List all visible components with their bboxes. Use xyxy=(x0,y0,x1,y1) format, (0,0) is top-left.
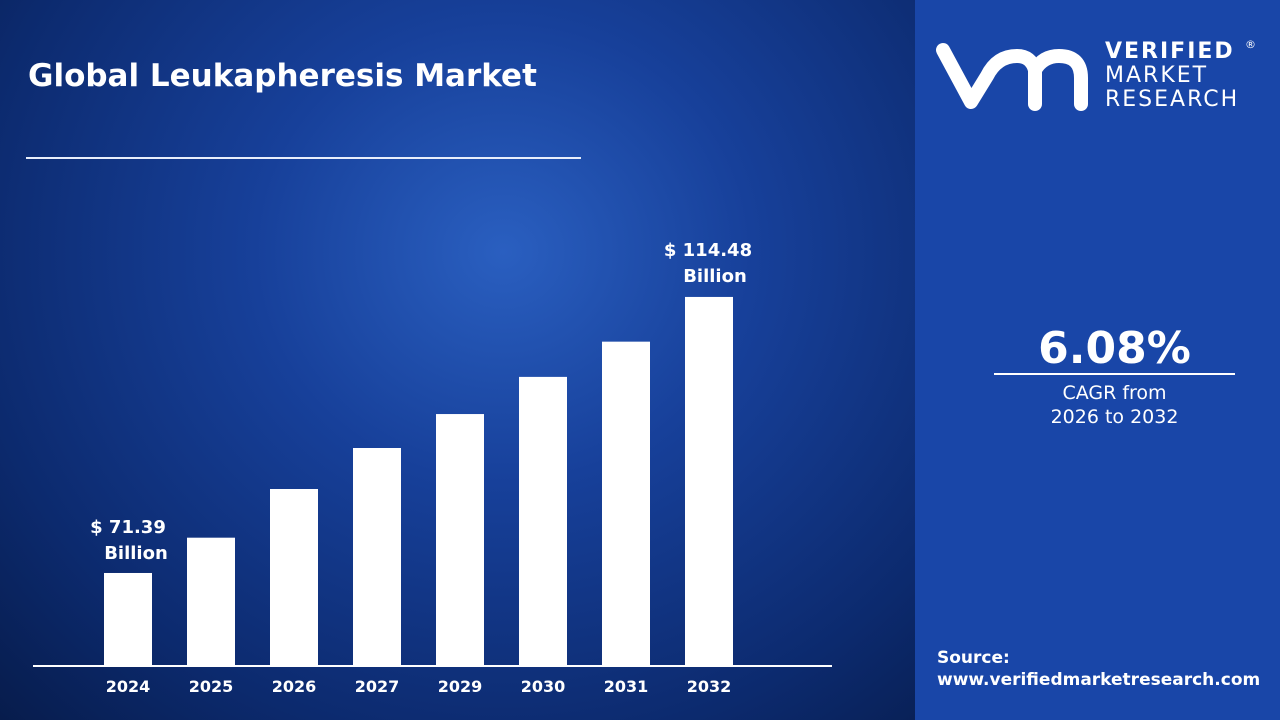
x-tick-label: 2026 xyxy=(272,677,317,696)
bar-2025 xyxy=(187,537,235,666)
bar-2026 xyxy=(270,488,318,666)
x-tick-label: 2025 xyxy=(189,677,234,696)
svg-text:MARKET: MARKET xyxy=(1105,63,1208,88)
bar-chart: 2024 2025 2026 2027 2029 2030 2031 2032 $ 71.39… xyxy=(33,240,832,696)
x-tick-label: 2032 xyxy=(687,677,732,696)
source: Source: www.verifiedmarketresearch.com xyxy=(937,647,1260,691)
cagr-label-2: 2026 to 2032 xyxy=(1050,406,1179,428)
page-title: Global Leukapheresis Market xyxy=(28,58,537,94)
last-value-label: $ 114.48 xyxy=(664,240,752,261)
source-label: Source: xyxy=(937,648,1010,668)
side-panel xyxy=(915,0,1280,720)
bar-2024 xyxy=(104,572,152,666)
first-value-unit: Billion xyxy=(104,543,168,564)
x-tick-label: 2024 xyxy=(106,677,151,696)
x-tick-label: 2030 xyxy=(521,677,566,696)
cagr-block: 6.08% CAGR from 2026 to 2032 xyxy=(994,325,1235,429)
title-divider xyxy=(26,157,581,159)
cagr-label-1: CAGR from xyxy=(1062,382,1167,404)
source-url[interactable]: www.verifiedmarketresearch.com xyxy=(937,670,1261,690)
svg-text:®: ® xyxy=(1245,38,1256,51)
cagr-divider xyxy=(994,373,1235,375)
x-tick-label: 2027 xyxy=(355,677,400,696)
svg-text:RESEARCH: RESEARCH xyxy=(1105,87,1239,112)
vmr-logo: VERIFIED MARKET RESEARCH ® xyxy=(936,38,1256,112)
cagr-value: 6.08% xyxy=(1038,323,1191,374)
bar-2029 xyxy=(436,414,484,666)
last-value-unit: Billion xyxy=(683,266,747,287)
x-tick-label: 2029 xyxy=(438,677,483,696)
svg-text:VERIFIED: VERIFIED xyxy=(1105,39,1235,64)
bar-2030 xyxy=(519,376,567,666)
x-tick-label: 2031 xyxy=(604,677,649,696)
first-value-label: $ 71.39 xyxy=(90,517,166,538)
bar-2032 xyxy=(685,296,733,666)
bar-2027 xyxy=(353,447,401,666)
bar-2031 xyxy=(602,341,650,666)
